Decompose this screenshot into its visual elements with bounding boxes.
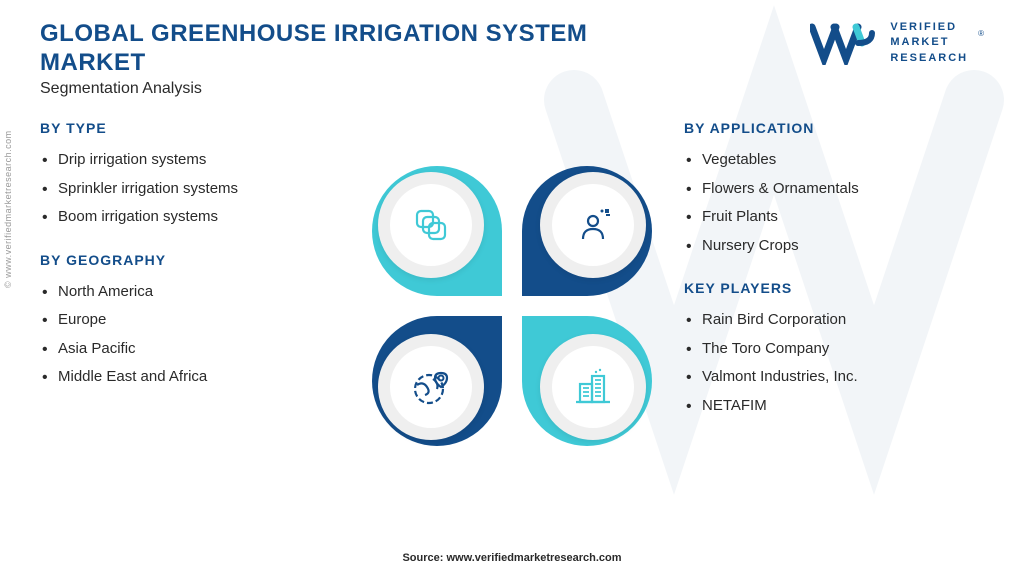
logo: VERIFIED MARKET RESEARCH ® [810, 20, 984, 66]
petal-circle [378, 172, 484, 278]
list-item: Middle East and Africa [40, 363, 340, 392]
logo-registered-icon: ® [978, 29, 984, 38]
list-type: Drip irrigation systems Sprinkler irriga… [40, 146, 340, 232]
logo-line2: MARKET [890, 36, 949, 48]
title-line1: GLOBAL GREENHOUSE IRRIGATION SYSTEM [40, 20, 587, 47]
petal-geography [372, 316, 502, 446]
content: BY TYPE Drip irrigation systems Sprinkle… [0, 110, 1024, 530]
list-item: Flowers & Ornamentals [684, 175, 984, 204]
list-item: Europe [40, 306, 340, 335]
section-title-type: BY TYPE [40, 120, 340, 136]
building-icon [572, 366, 614, 408]
list-item: Boom irrigation systems [40, 203, 340, 232]
list-application: Vegetables Flowers & Ornamentals Fruit P… [684, 146, 984, 260]
list-item: Nursery Crops [684, 232, 984, 261]
section-geography: BY GEOGRAPHY North America Europe Asia P… [40, 252, 340, 392]
page-title: GLOBAL GREENHOUSE IRRIGATION SYSTEM MARK… [40, 20, 587, 78]
person-icon [573, 205, 613, 245]
list-item: Fruit Plants [684, 203, 984, 232]
petal-inner [552, 346, 634, 428]
petal-circle [540, 172, 646, 278]
header: GLOBAL GREENHOUSE IRRIGATION SYSTEM MARK… [40, 20, 587, 98]
source-text: Source: www.verifiedmarketresearch.com [402, 552, 621, 564]
list-item: Drip irrigation systems [40, 146, 340, 175]
petal-inner [552, 184, 634, 266]
petal-players [522, 316, 652, 446]
center-diagram [372, 166, 652, 446]
logo-line3: RESEARCH [890, 52, 968, 64]
layers-icon [411, 205, 451, 245]
logo-line1: VERIFIED [890, 21, 957, 33]
left-column: BY TYPE Drip irrigation systems Sprinkle… [40, 120, 340, 412]
petal-type [372, 166, 502, 296]
list-item: Vegetables [684, 146, 984, 175]
section-title-application: BY APPLICATION [684, 120, 984, 136]
petal-application [522, 166, 652, 296]
list-item: The Toro Company [684, 335, 984, 364]
list-item: Rain Bird Corporation [684, 306, 984, 335]
section-type: BY TYPE Drip irrigation systems Sprinkle… [40, 120, 340, 232]
logo-mark-icon [810, 21, 880, 65]
petal-inner [390, 184, 472, 266]
section-title-geography: BY GEOGRAPHY [40, 252, 340, 268]
title-line2: MARKET [40, 49, 146, 76]
list-players: Rain Bird Corporation The Toro Company V… [684, 306, 984, 420]
section-application: BY APPLICATION Vegetables Flowers & Orna… [684, 120, 984, 260]
globe-icon [409, 365, 453, 409]
subtitle: Segmentation Analysis [40, 80, 587, 98]
section-players: KEY PLAYERS Rain Bird Corporation The To… [684, 280, 984, 420]
list-item: NETAFIM [684, 392, 984, 421]
petal-inner [390, 346, 472, 428]
right-column: BY APPLICATION Vegetables Flowers & Orna… [684, 120, 984, 440]
list-item: Valmont Industries, Inc. [684, 363, 984, 392]
petal-circle [378, 334, 484, 440]
logo-text: VERIFIED MARKET RESEARCH [890, 20, 968, 66]
list-item: North America [40, 278, 340, 307]
list-geography: North America Europe Asia Pacific Middle… [40, 278, 340, 392]
section-title-players: KEY PLAYERS [684, 280, 984, 296]
list-item: Asia Pacific [40, 335, 340, 364]
list-item: Sprinkler irrigation systems [40, 175, 340, 204]
petal-circle [540, 334, 646, 440]
